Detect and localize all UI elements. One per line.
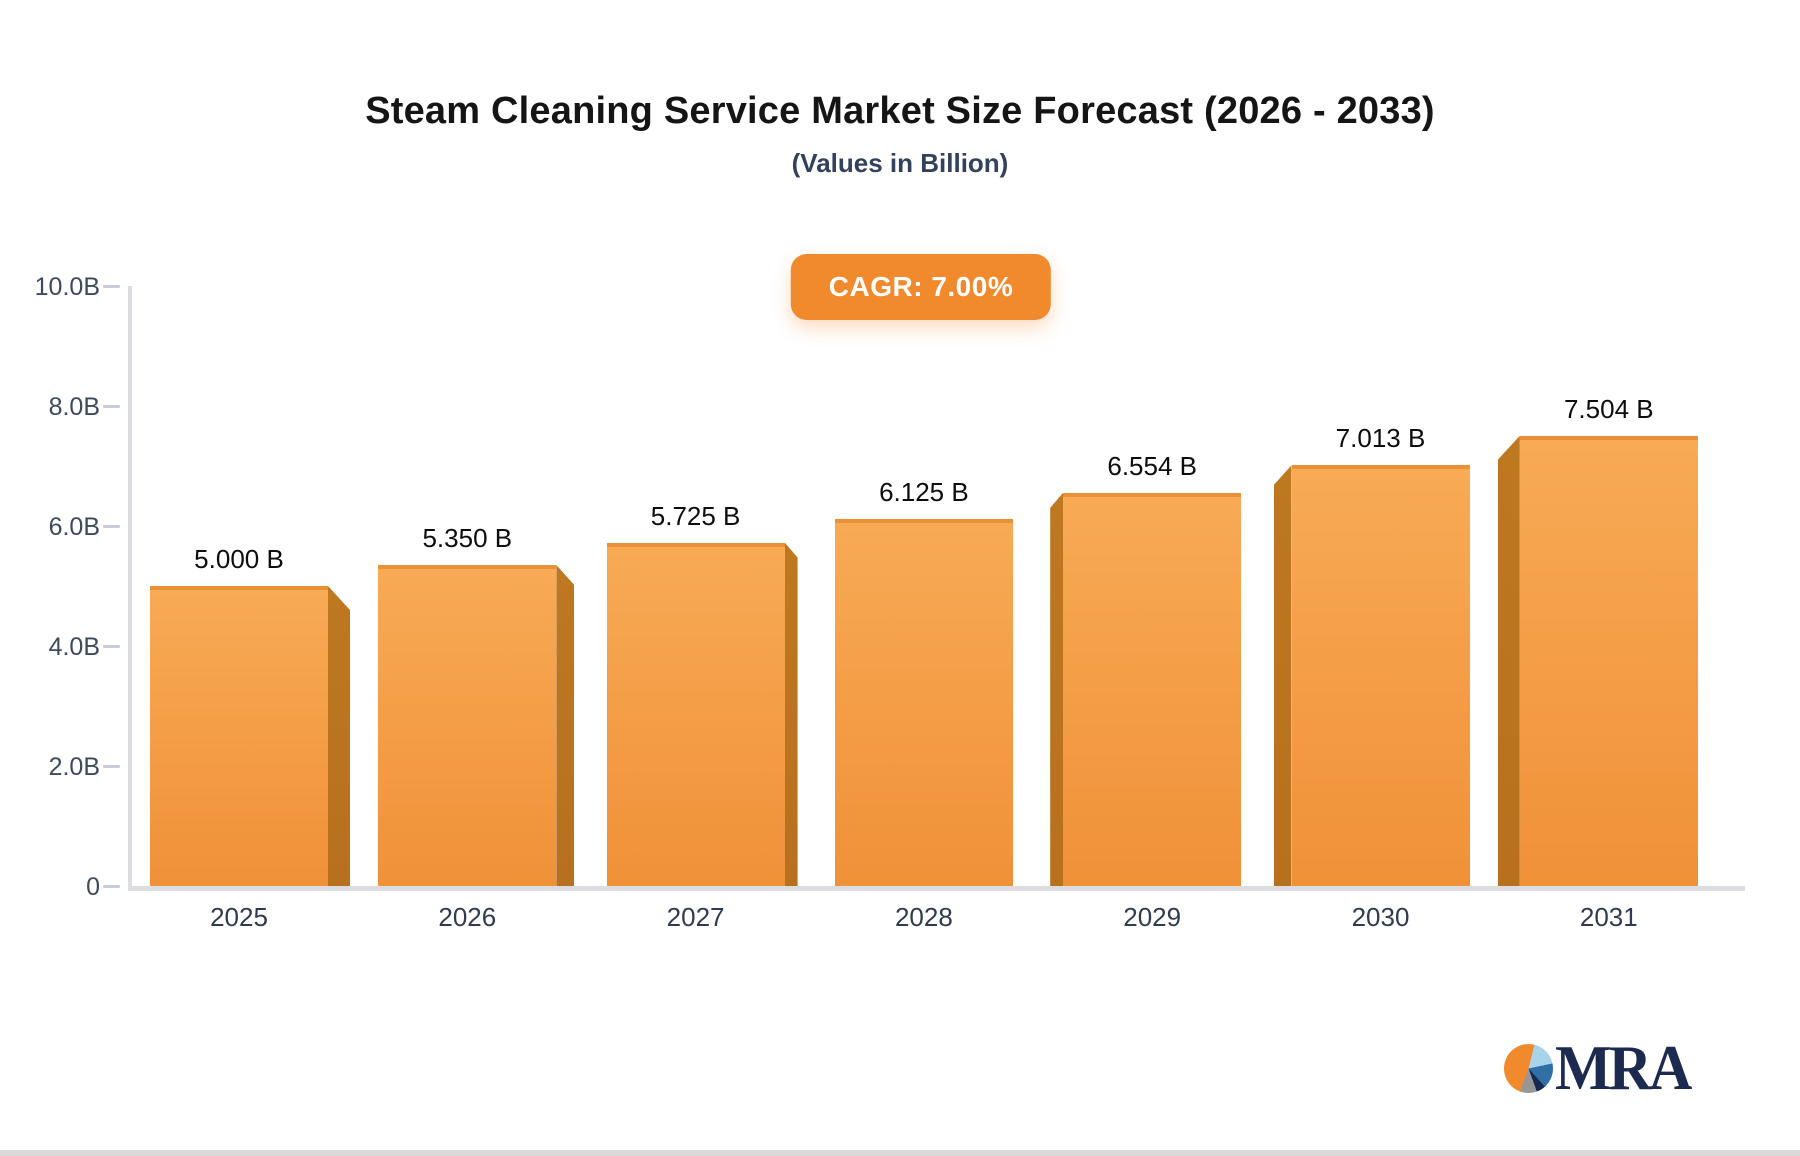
mra-pie-icon <box>1504 1043 1553 1093</box>
bar-2030-3d-side <box>1273 465 1292 886</box>
x-tick-label: 2030 <box>1351 902 1410 932</box>
x-tick-label: 2029 <box>1123 902 1182 932</box>
bar-value-label: 5.725 B <box>650 500 741 531</box>
y-tick-label: 8.0B <box>48 393 100 421</box>
bar-value-label: 7.504 B <box>1563 393 1654 424</box>
y-tick-mark <box>103 765 120 768</box>
chart-title: Steam Cleaning Service Market Size Forec… <box>365 90 1435 132</box>
y-tick-label: 4.0B <box>48 633 100 661</box>
bar-value-label: 5.000 B <box>194 544 284 574</box>
bar-2027 <box>606 542 785 886</box>
y-tick-mark <box>103 285 120 288</box>
x-axis-line <box>128 886 1745 891</box>
bar-value-label: 6.554 B <box>1107 450 1197 481</box>
bar-2025-3d-side <box>328 586 350 886</box>
y-tick-mark <box>103 525 120 528</box>
mra-logo-text: MRA <box>1555 1033 1692 1103</box>
bar-value-label: 7.013 B <box>1335 423 1426 454</box>
bar-2025 <box>150 586 328 886</box>
y-tick-label: 6.0B <box>48 513 100 541</box>
bar-value-label: 5.350 B <box>422 523 513 553</box>
x-tick-label: 2031 <box>1579 902 1638 932</box>
bar-2026-3d-side <box>556 565 575 886</box>
bar-value-label: 6.125 B <box>879 476 969 507</box>
bar-2029-3d-side <box>1050 492 1064 886</box>
y-tick-label: 10.0B <box>34 273 100 301</box>
bar-2030 <box>1291 465 1470 886</box>
x-tick-label: 2027 <box>666 902 725 932</box>
mra-logo: MRA <box>1504 1033 1692 1103</box>
cagr-badge: CAGR: 7.00% <box>790 254 1052 320</box>
bar-2027-3d-side <box>784 542 798 886</box>
bar-2031-3d-side <box>1497 435 1520 886</box>
y-tick-mark <box>103 885 120 888</box>
bottom-border <box>0 1150 1800 1156</box>
bar-2031 <box>1519 435 1698 886</box>
y-axis-line <box>128 286 132 889</box>
bar-2026 <box>378 565 557 886</box>
x-tick-label: 2028 <box>894 902 953 932</box>
y-tick-mark <box>103 405 120 408</box>
y-tick-label: 0 <box>86 873 100 901</box>
bar-2028 <box>834 518 1013 886</box>
x-tick-label: 2026 <box>438 902 497 932</box>
chart-subtitle: (Values in Billion) <box>791 148 1009 178</box>
bar-2029 <box>1063 492 1242 886</box>
x-tick-label: 2025 <box>210 902 268 932</box>
y-tick-label: 2.0B <box>48 753 100 781</box>
y-tick-mark <box>103 645 120 648</box>
